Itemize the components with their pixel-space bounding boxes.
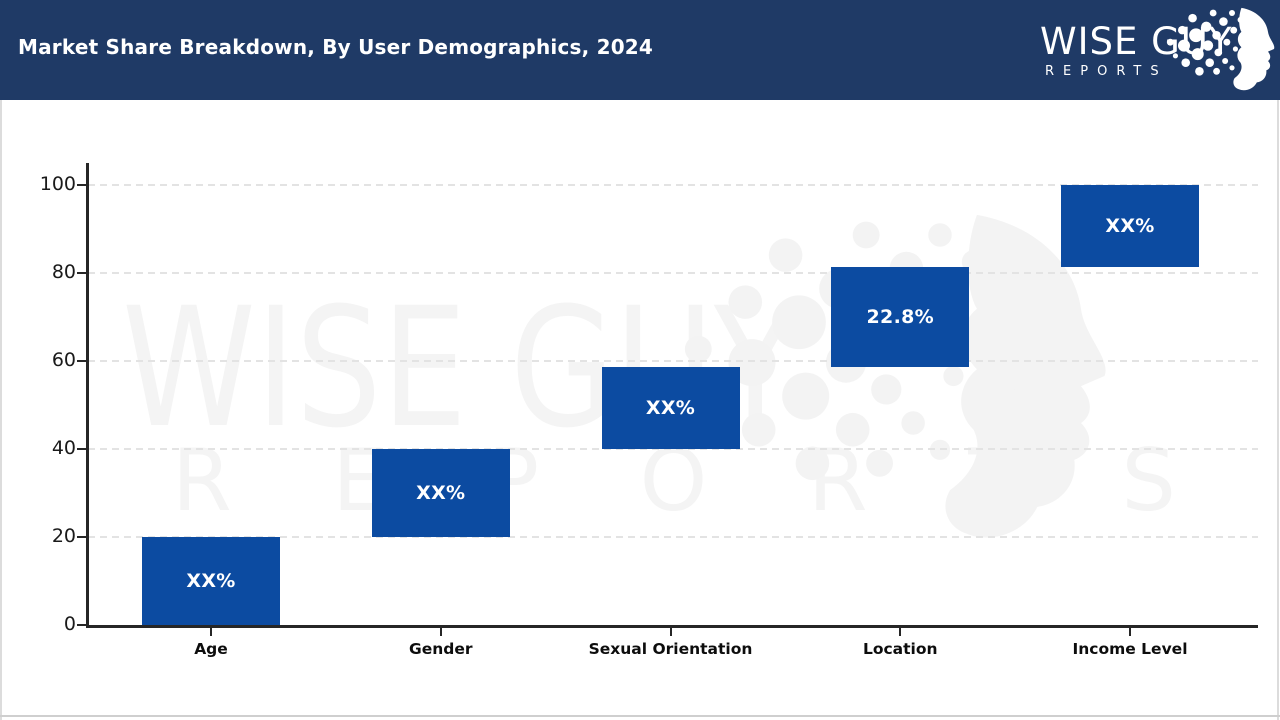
- y-axis-tick-label: 0: [63, 613, 76, 635]
- x-tick: [1129, 627, 1131, 636]
- frame-edge-right: [1277, 100, 1279, 720]
- bar-location: 22.8%: [831, 266, 970, 368]
- y-tick: [77, 624, 88, 626]
- y-tick: [77, 360, 88, 362]
- y-axis-tick-label: 40: [51, 437, 76, 459]
- brand-logo: WISE GUY REPORTS: [1038, 0, 1280, 100]
- x-axis-label: Sexual Orientation: [588, 640, 753, 658]
- x-tick: [669, 627, 672, 636]
- y-gridline: [88, 536, 1258, 538]
- frame-edge-left: [0, 100, 2, 720]
- bar-value-label: XX%: [186, 570, 236, 592]
- bar-sexual-orientation: XX%: [601, 367, 740, 449]
- x-axis-label: Age: [194, 640, 228, 658]
- y-gridline: [88, 184, 1258, 186]
- frame-edge-bottom: [0, 715, 1280, 717]
- page-title: Market Share Breakdown, By User Demograp…: [18, 35, 654, 59]
- brand-face-icon: [1160, 6, 1280, 92]
- y-gridline: [88, 360, 1258, 362]
- x-axis-label: Income Level: [1072, 640, 1188, 658]
- x-axis-spine: [86, 625, 1258, 628]
- y-axis-tick-label: 80: [51, 261, 76, 283]
- bar-gender: XX%: [371, 449, 510, 537]
- y-gridline: [88, 272, 1258, 274]
- bar-value-label: 22.8%: [866, 305, 934, 328]
- y-gridline: [88, 448, 1258, 450]
- x-tick: [899, 627, 902, 636]
- y-axis-tick-label: 20: [51, 525, 76, 547]
- y-axis-spine: [86, 163, 89, 627]
- bar-age: XX%: [142, 537, 280, 625]
- y-tick: [77, 448, 88, 450]
- header-bar: Market Share Breakdown, By User Demograp…: [0, 0, 1280, 100]
- y-tick: [77, 184, 88, 186]
- y-tick: [77, 272, 88, 274]
- bar-value-label: XX%: [645, 397, 696, 420]
- y-axis-tick-label: 60: [51, 349, 76, 371]
- y-axis-tick-label: 100: [39, 173, 76, 195]
- x-axis-label: Gender: [408, 640, 473, 658]
- y-tick: [77, 536, 88, 538]
- bar-income-level: XX%: [1061, 185, 1199, 267]
- x-tick: [439, 627, 442, 636]
- brand-logo-subtext: REPORTS: [1045, 64, 1168, 79]
- bar-value-label: XX%: [1105, 214, 1155, 237]
- x-axis-label: Location: [862, 640, 938, 658]
- x-tick: [210, 627, 212, 636]
- bar-value-label: XX%: [416, 482, 466, 504]
